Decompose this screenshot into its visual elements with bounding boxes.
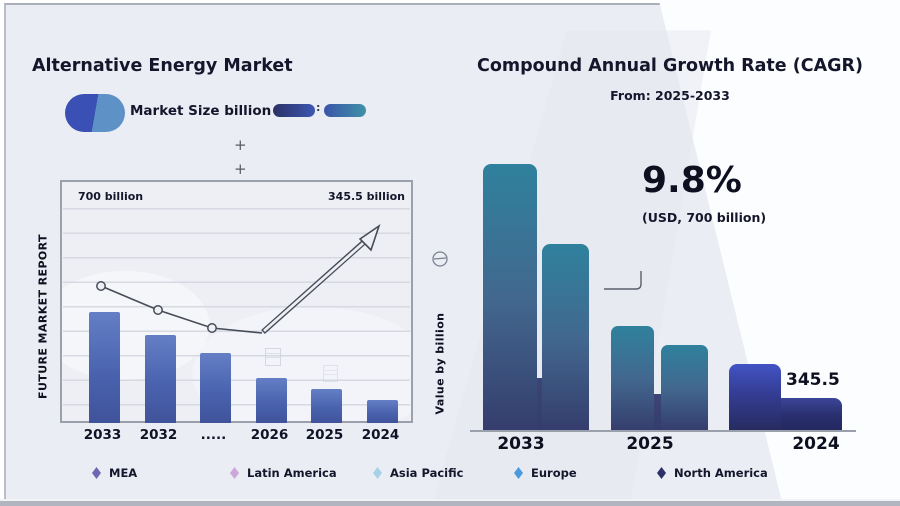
plus-mark-icon: + <box>234 136 247 154</box>
legend-label: Asia Pacific <box>390 466 464 480</box>
x-axis-tick-label: 2026 <box>250 427 289 443</box>
market-size-bar <box>145 335 176 423</box>
legend-diamond-icon <box>373 467 382 479</box>
cagr-note: (USD, 700 billion) <box>642 210 767 225</box>
cagr-bar <box>611 326 654 431</box>
right-chart-title: Compound Annual Growth Rate (CAGR) <box>477 56 863 76</box>
legend-diamond-icon <box>92 467 101 479</box>
watermark-document-icon <box>323 365 338 382</box>
market-size-bar <box>311 389 342 423</box>
ratio-separator: : <box>316 101 321 114</box>
market-size-bar <box>200 353 231 423</box>
legend-item: Asia Pacific <box>373 466 463 480</box>
cagr-bar <box>483 164 537 431</box>
x-axis-tick-label: 2032 <box>139 427 178 443</box>
legend-item: Europe <box>514 466 577 480</box>
watermark-document-icon <box>265 348 281 366</box>
right-chart-baseline <box>470 430 856 432</box>
legend-label: Europe <box>531 466 577 480</box>
region-legend: MEA Latin America Asia Pacific Europe North … <box>0 466 900 488</box>
legend-diamond-icon <box>230 467 239 479</box>
legend-label: Latin America <box>247 466 337 480</box>
left-side-vertical-label: FUTURE MARKET REPORT <box>36 234 50 399</box>
x-axis-tick-label: 2033 <box>497 434 545 454</box>
value-axis-label: Value by billion <box>433 312 447 415</box>
cagr-value: 9.8% <box>642 160 742 201</box>
cagr-bar <box>729 364 781 431</box>
legend-item: North America <box>657 466 768 480</box>
market-size-chart: 700 billion 345.5 billion <box>60 180 413 423</box>
right-chart-subtitle: From: 2025-2033 <box>610 88 730 103</box>
market-size-capsule-icon <box>65 94 125 132</box>
current-value-label: 345.5 billion <box>328 190 405 203</box>
max-value-label: 700 billion <box>78 190 144 203</box>
x-axis-tick-label: ..... <box>200 427 227 443</box>
left-chart-title: Alternative Energy Market <box>32 56 293 76</box>
cagr-bar <box>661 345 708 431</box>
legend-label: MEA <box>109 466 138 480</box>
market-size-bar <box>367 400 398 423</box>
plus-mark-icon: + <box>234 160 247 178</box>
ratio-pill-left-icon <box>273 104 315 117</box>
ratio-pill-right-icon <box>324 104 366 117</box>
legend-item: Latin America <box>230 466 337 480</box>
market-size-bar <box>89 312 120 423</box>
bottom-frame-strip <box>0 499 900 506</box>
x-axis-tick-label: 2025 <box>626 434 674 454</box>
market-size-bar <box>256 378 287 423</box>
left-chart-x-axis: 2033 2032..... 2026 2025 2024 <box>60 427 413 445</box>
x-axis-tick-label: 2033 <box>83 427 122 443</box>
cagr-2024-data-label: 345.5 <box>786 370 840 390</box>
market-size-legend-label: Market Size billion <box>130 103 272 119</box>
legend-diamond-icon <box>514 467 523 479</box>
legend-label: North America <box>674 466 768 480</box>
legend-diamond-icon <box>657 467 666 479</box>
cagr-bar <box>542 244 589 431</box>
x-axis-tick-label: 2024 <box>361 427 400 443</box>
x-axis-tick-label: 2024 <box>792 434 840 454</box>
legend-item: MEA <box>92 466 137 480</box>
cagr-bar <box>772 398 842 431</box>
x-axis-tick-label: 2025 <box>305 427 344 443</box>
